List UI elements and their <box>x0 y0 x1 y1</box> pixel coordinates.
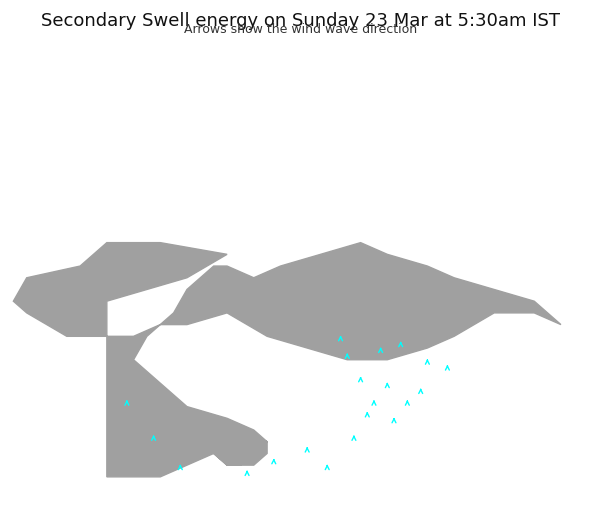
Polygon shape <box>13 243 561 477</box>
Text: Arrows show the wind wave direction: Arrows show the wind wave direction <box>184 23 417 36</box>
Text: Secondary Swell energy on Sunday 23 Mar at 5:30am IST: Secondary Swell energy on Sunday 23 Mar … <box>41 12 560 30</box>
